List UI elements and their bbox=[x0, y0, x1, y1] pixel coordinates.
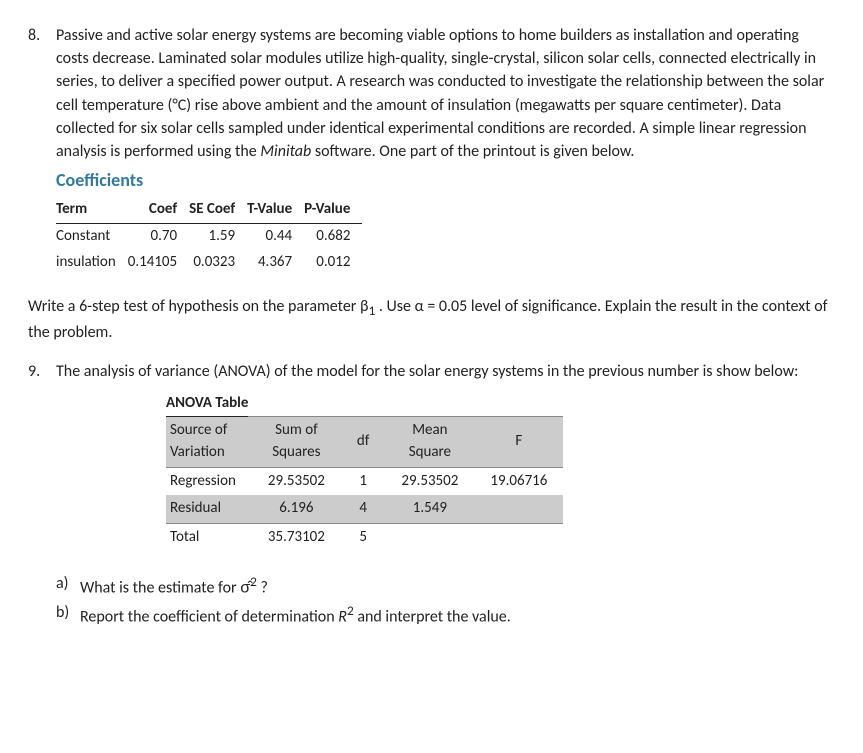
coeff-cell: insulation bbox=[56, 250, 128, 276]
question-8: 8. Passive and active solar energy syste… bbox=[28, 24, 835, 285]
anova-h-source: Source ofVariation bbox=[166, 417, 252, 468]
coeff-row: Constant 0.70 1.59 0.44 0.682 bbox=[56, 223, 362, 249]
pb-ital: R bbox=[338, 608, 347, 627]
part-label: b) bbox=[56, 601, 80, 629]
q9-parts: a) What is the estimate for σ̂2 ? b) Rep… bbox=[56, 572, 835, 629]
q9-part-b: b) Report the coefficient of determinati… bbox=[56, 601, 835, 629]
anova-cell: 4 bbox=[341, 495, 385, 523]
coeff-cell: 0.70 bbox=[128, 223, 189, 249]
q8-software: Minitab bbox=[260, 142, 311, 161]
q8-text: Passive and active solar energy systems … bbox=[56, 26, 824, 161]
q8-text2: software. One part of the printout is gi… bbox=[311, 142, 634, 161]
anova-cell: 19.06716 bbox=[474, 467, 563, 495]
anova-cell: 6.196 bbox=[252, 495, 341, 523]
pb-sup: 2 bbox=[347, 602, 354, 619]
coeff-h-p: P-Value bbox=[304, 197, 362, 223]
pa-text-b: ? bbox=[257, 578, 268, 597]
anova-cell: 1.549 bbox=[385, 495, 474, 523]
anova-cell bbox=[385, 524, 474, 552]
anova-h-ss-text: Sum ofSquares bbox=[272, 421, 320, 461]
coeff-cell: 4.367 bbox=[247, 250, 304, 276]
pb-text-b: and interpret the value. bbox=[354, 608, 511, 627]
part-text: What is the estimate for σ̂2 ? bbox=[80, 572, 268, 600]
anova-cell bbox=[474, 495, 563, 523]
q8-body: Passive and active solar energy systems … bbox=[56, 24, 835, 285]
anova-row: Residual 6.196 4 1.549 bbox=[166, 495, 563, 523]
coeff-row: insulation 0.14105 0.0323 4.367 0.012 bbox=[56, 250, 362, 276]
anova-row: Regression 29.53502 1 29.53502 19.06716 bbox=[166, 467, 563, 495]
anova-table: Source ofVariation Sum ofSquares df Mean… bbox=[166, 416, 563, 552]
coeff-h-t: T-Value bbox=[247, 197, 304, 223]
anova-cell bbox=[474, 524, 563, 552]
anova-cell: Total bbox=[166, 524, 252, 552]
pa-sup: 2 bbox=[250, 573, 257, 590]
q8-number: 8. bbox=[28, 24, 56, 285]
anova-heading: ANOVA Table bbox=[166, 393, 248, 417]
q9-text: The analysis of variance (ANOVA) of the … bbox=[56, 362, 798, 381]
coeff-cell: Constant bbox=[56, 223, 128, 249]
anova-cell: 1 bbox=[341, 467, 385, 495]
q9-number: 9. bbox=[28, 360, 56, 566]
pa-text-a: What is the estimate for σ̂ bbox=[80, 578, 250, 597]
anova-h-ms-text: MeanSquare bbox=[409, 421, 451, 461]
anova-cell: 5 bbox=[341, 524, 385, 552]
coeff-cell: 1.59 bbox=[189, 223, 247, 249]
anova-h-df: df bbox=[341, 417, 385, 468]
anova-block: ANOVA Table Source ofVariation Sum ofSqu… bbox=[166, 391, 835, 552]
coeff-h-se: SE Coef bbox=[189, 197, 247, 223]
coefficients-table: Term Coef SE Coef T-Value P-Value Consta… bbox=[56, 197, 362, 275]
anova-cell: 29.53502 bbox=[385, 467, 474, 495]
coeff-h-coef: Coef bbox=[128, 197, 189, 223]
anova-h-source-text: Source ofVariation bbox=[170, 421, 227, 461]
coeff-cell: 0.012 bbox=[304, 250, 362, 276]
anova-h-ms: MeanSquare bbox=[385, 417, 474, 468]
coeff-cell: 0.0323 bbox=[189, 250, 247, 276]
anova-row: Total 35.73102 5 bbox=[166, 524, 563, 552]
part-label: a) bbox=[56, 572, 80, 600]
coefficients-heading: Coefficients bbox=[56, 167, 835, 193]
anova-header-row: Source ofVariation Sum ofSquares df Mean… bbox=[166, 417, 563, 468]
pb-text-a: Report the coefficient of determination bbox=[80, 608, 338, 627]
coeff-cell: 0.14105 bbox=[128, 250, 189, 276]
coeff-cell: 0.44 bbox=[247, 223, 304, 249]
q8-instruction: Write a 6-step test of hypothesis on the… bbox=[28, 295, 835, 344]
anova-cell: 35.73102 bbox=[252, 524, 341, 552]
coeff-cell: 0.682 bbox=[304, 223, 362, 249]
anova-h-ss: Sum ofSquares bbox=[252, 417, 341, 468]
instr-a: Write a 6-step test of hypothesis on the… bbox=[28, 297, 368, 316]
anova-cell: Regression bbox=[166, 467, 252, 495]
question-9: 9. The analysis of variance (ANOVA) of t… bbox=[28, 360, 835, 566]
q9-body: The analysis of variance (ANOVA) of the … bbox=[56, 360, 835, 566]
coeff-header-row: Term Coef SE Coef T-Value P-Value bbox=[56, 197, 362, 223]
anova-h-f: F bbox=[474, 417, 563, 468]
anova-cell: Residual bbox=[166, 495, 252, 523]
part-text: Report the coefficient of determination … bbox=[80, 601, 511, 629]
anova-cell: 29.53502 bbox=[252, 467, 341, 495]
coeff-h-term: Term bbox=[56, 197, 128, 223]
q9-part-a: a) What is the estimate for σ̂2 ? bbox=[56, 572, 835, 600]
